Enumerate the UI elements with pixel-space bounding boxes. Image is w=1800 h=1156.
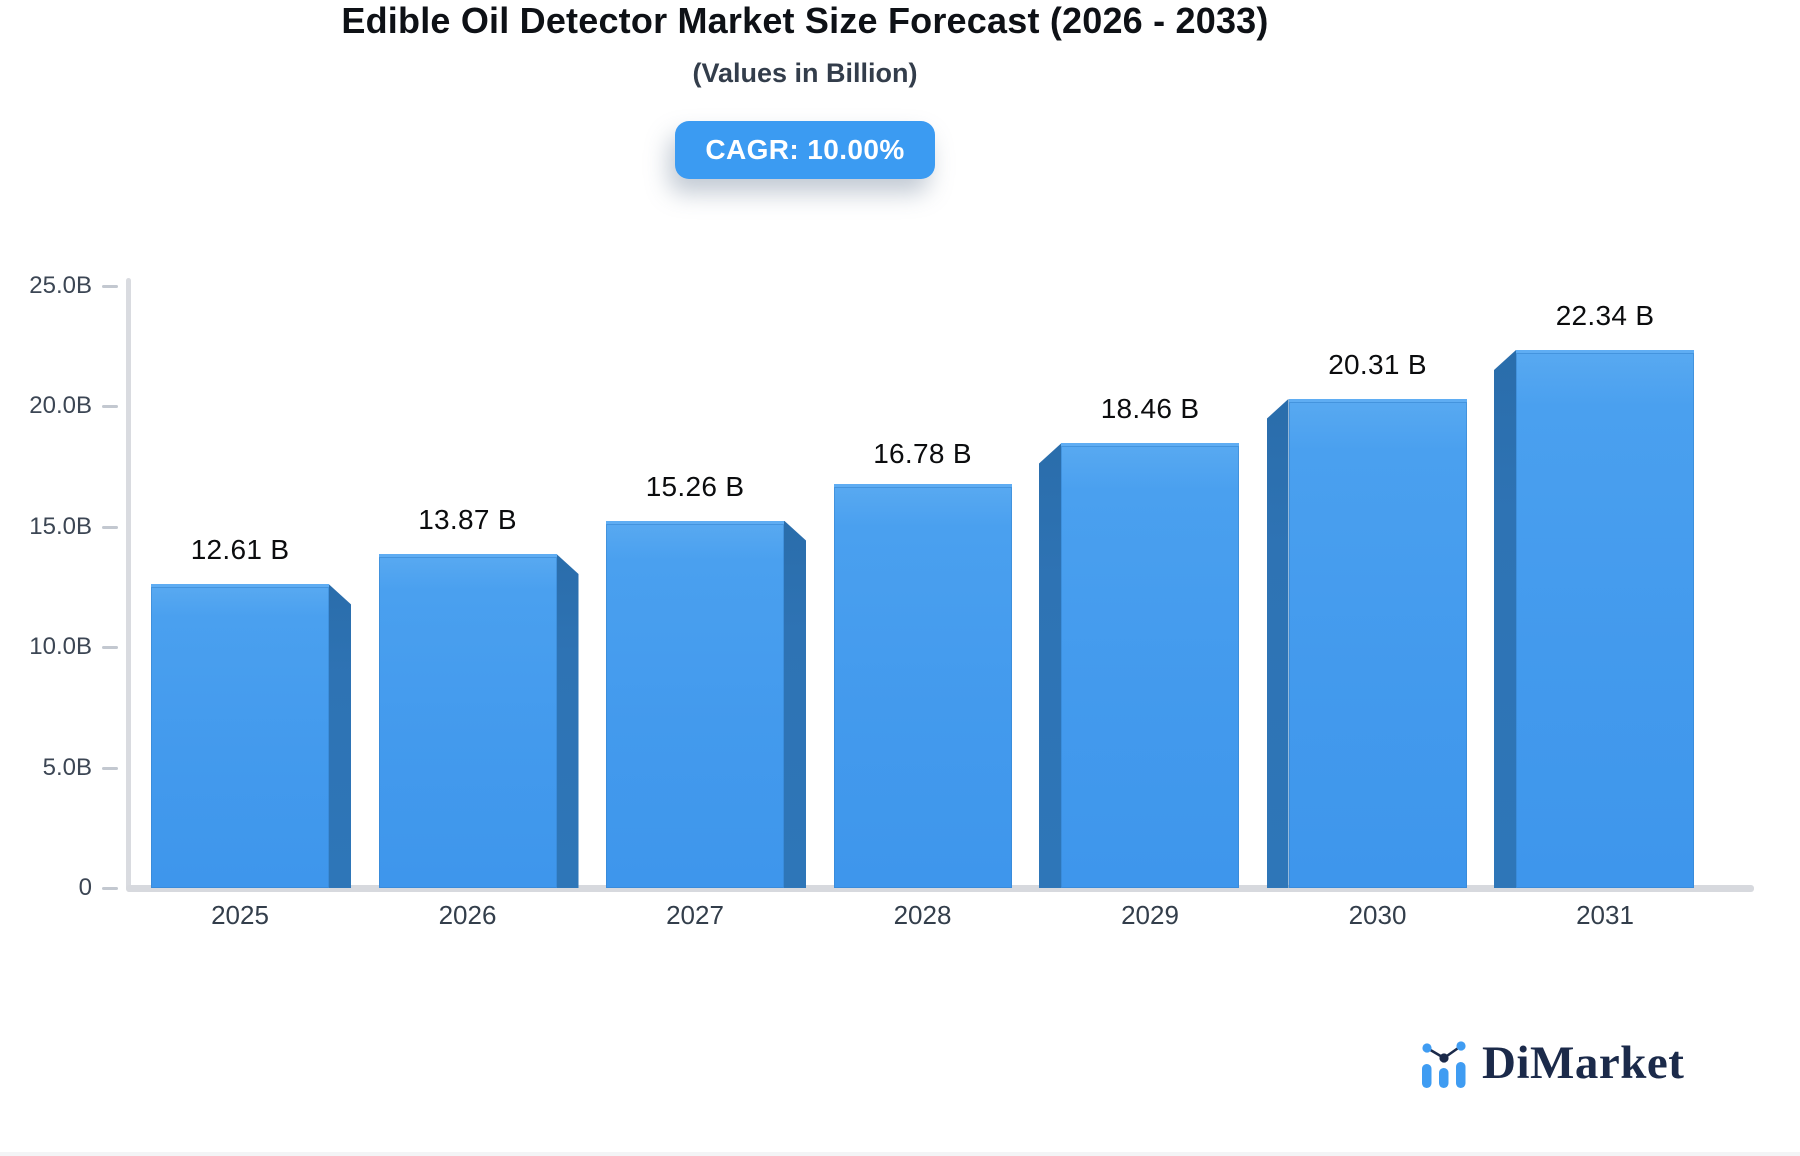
- bar-2026: [378, 554, 557, 888]
- y-axis-line: [126, 278, 131, 890]
- chart-title: Edible Oil Detector Market Size Forecast…: [341, 0, 1269, 41]
- y-axis-tick-mark: [102, 766, 118, 770]
- y-axis-tick-mark: [102, 405, 118, 409]
- bar-value-label-2029: 18.46 B: [1100, 393, 1200, 425]
- bar-side-2025: [329, 584, 351, 888]
- cagr-badge: CAGR: 10.00%: [675, 121, 935, 179]
- x-axis-line: [126, 885, 1754, 892]
- chart-header: Edible Oil Detector Market Size Forecast…: [0, 0, 1610, 179]
- x-axis-label-2030: 2030: [1348, 900, 1407, 930]
- logo-chart-icon: [1422, 1041, 1466, 1088]
- chart-subtitle: (Values in Billion): [692, 58, 918, 88]
- bar-2030: [1288, 398, 1467, 888]
- x-axis-label-2029: 2029: [1121, 900, 1179, 930]
- y-axis-tick-mark: [102, 525, 118, 529]
- bar-value-label-2025: 12.61 B: [190, 534, 290, 566]
- y-axis-tick-label: 10.0B: [29, 633, 92, 661]
- bar-value-label-2031: 22.34 B: [1555, 300, 1655, 332]
- bar-value-label-2026: 13.87 B: [418, 504, 517, 535]
- logo-text: DiMarket: [1482, 1037, 1685, 1089]
- bar-value-label-2030: 20.31 B: [1328, 348, 1427, 380]
- y-axis-tick-label: 5.0B: [42, 753, 92, 781]
- y-axis-tick-mark: [102, 887, 118, 890]
- y-axis-tick-mark: [102, 285, 118, 288]
- y-axis-tick-label: 15.0B: [29, 512, 92, 540]
- bar-2025: [151, 584, 329, 888]
- x-axis-label-2025: 2025: [211, 900, 269, 930]
- x-axis-label-2028: 2028: [893, 900, 952, 930]
- x-axis-label-2026: 2026: [438, 900, 497, 930]
- y-axis-tick-label: 25.0B: [29, 272, 92, 299]
- y-axis-tick-label: 0: [78, 874, 92, 901]
- x-axis-label-2027: 2027: [666, 900, 724, 930]
- bar-side-2030: [1266, 398, 1289, 888]
- y-axis-tick-mark: [102, 646, 118, 650]
- bar-2028: [833, 483, 1012, 888]
- bar-value-label-2027: 15.26 B: [645, 470, 745, 502]
- bar-side-2027: [784, 520, 806, 888]
- bar-2029: [1061, 443, 1239, 888]
- dimarket-logo: DiMarket: [1418, 1036, 1684, 1090]
- x-axis-label-2031: 2031: [1576, 900, 1634, 930]
- bar-side-2031: [1494, 350, 1516, 888]
- bar-side-2026: [556, 554, 579, 888]
- bar-2031: [1516, 350, 1694, 888]
- bar-value-label-2028: 16.78 B: [873, 437, 972, 469]
- bar-side-2029: [1039, 443, 1061, 888]
- bar-2027: [606, 520, 784, 888]
- y-axis-tick-label: 20.0B: [29, 392, 92, 420]
